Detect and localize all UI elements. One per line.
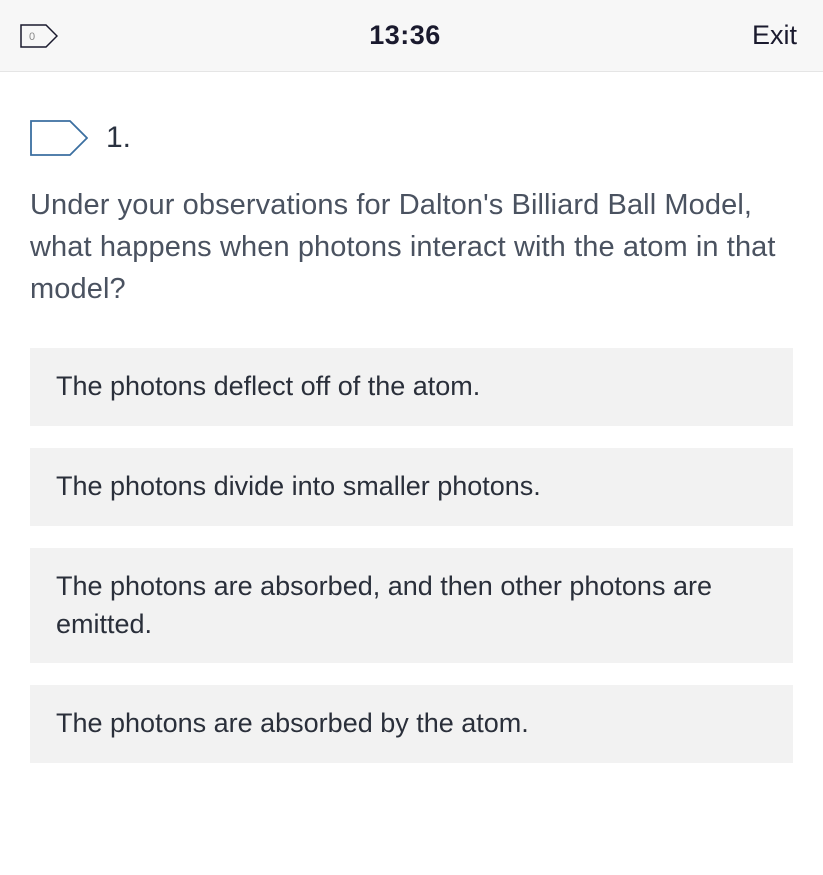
header-bar: 0 13:36 Exit bbox=[0, 0, 823, 72]
options-list: The photons deflect off of the atom. The… bbox=[30, 348, 793, 763]
header-left: 0 bbox=[20, 24, 58, 48]
content-area: 1. Under your observations for Dalton's … bbox=[0, 72, 823, 763]
question-header: 1. bbox=[30, 120, 793, 156]
question-text: Under your observations for Dalton's Bil… bbox=[30, 184, 793, 310]
option-item[interactable]: The photons are absorbed, and then other… bbox=[30, 548, 793, 664]
question-tag-icon[interactable] bbox=[30, 120, 88, 156]
question-number: 1. bbox=[106, 121, 131, 155]
option-item[interactable]: The photons divide into smaller photons. bbox=[30, 448, 793, 526]
option-item[interactable]: The photons deflect off of the atom. bbox=[30, 348, 793, 426]
timer-display: 13:36 bbox=[369, 20, 441, 51]
option-item[interactable]: The photons are absorbed by the atom. bbox=[30, 685, 793, 763]
tag-badge-value: 0 bbox=[29, 31, 35, 43]
bookmark-tag-icon[interactable]: 0 bbox=[20, 24, 58, 48]
exit-button[interactable]: Exit bbox=[752, 20, 797, 51]
